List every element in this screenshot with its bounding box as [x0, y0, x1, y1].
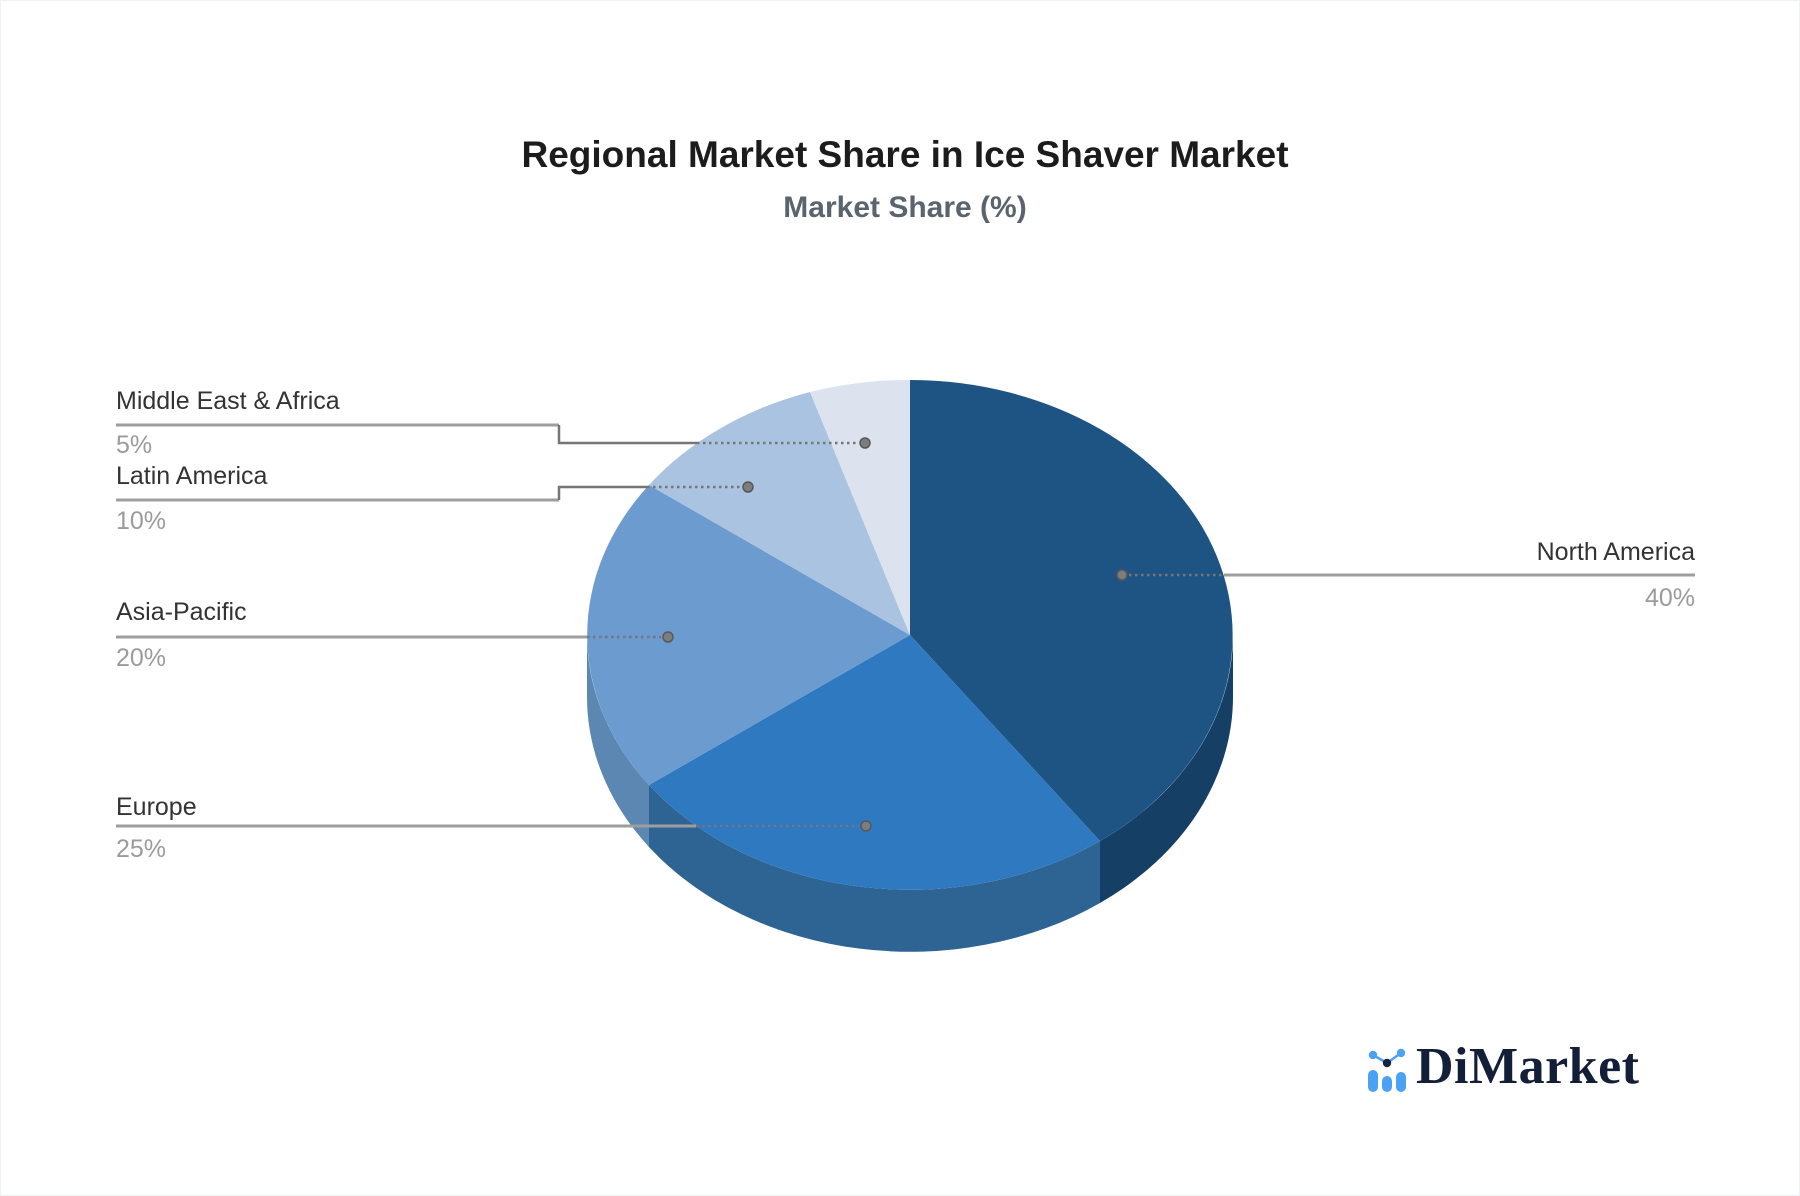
anchor-dot-latin-america — [742, 481, 754, 493]
slice-pct-asia-pacific: 20% — [116, 644, 167, 672]
brand-logo-icon — [1368, 1048, 1406, 1092]
slice-label-europe: Europe — [116, 793, 197, 821]
logo-bar-middle — [1382, 1076, 1392, 1092]
slice-label-asia-pacific: Asia-Pacific — [116, 598, 247, 626]
leader-lines — [557, 425, 1224, 828]
pie-slice-asia-pacific[interactable] — [587, 485, 910, 785]
slice-pct-middle-east-africa: 5% — [116, 431, 153, 459]
anchor-dot-north-america — [1116, 569, 1128, 581]
logo-dot-left — [1368, 1050, 1378, 1060]
leader-latin-america — [557, 485, 647, 500]
pie-slice-latin-america[interactable] — [649, 392, 910, 635]
logo-dot-right — [1396, 1048, 1406, 1058]
label-underlines — [116, 423, 1695, 828]
pie-side-north-america — [1100, 635, 1233, 903]
slice-label-middle-east-africa: Middle East & Africa — [116, 387, 340, 415]
slice-label-north-america: North America — [1536, 538, 1695, 566]
anchor-dot-europe — [860, 820, 872, 832]
anchor-dots — [662, 437, 1128, 832]
slice-label-latin-america: Latin America — [116, 462, 268, 490]
chart-subtitle: Market Share (%) — [783, 191, 1027, 224]
logo-bar-left — [1368, 1070, 1378, 1092]
pie-side-europe — [649, 785, 1100, 952]
slice-pct-north-america: 40% — [1644, 584, 1695, 612]
logo-bar-right — [1396, 1072, 1406, 1092]
slice-pct-latin-america: 10% — [116, 507, 167, 535]
slice-pct-europe: 25% — [116, 835, 167, 863]
pie-top-surface — [587, 379, 1233, 890]
pie-depth-sides — [587, 635, 1233, 952]
pie-side-asia-pacific — [587, 635, 649, 847]
chart-title: Regional Market Share in Ice Shaver Mark… — [521, 134, 1289, 175]
anchor-dot-asia-pacific — [662, 631, 674, 643]
logo-dot-middle — [1382, 1058, 1392, 1068]
brand-name: DiMarket — [1416, 1038, 1640, 1095]
leader-middle-east-africa — [557, 425, 697, 445]
brand-logo: DiMarket — [1366, 1038, 1696, 1112]
anchor-dot-middle-east-africa — [859, 437, 871, 449]
pie-slice-europe[interactable] — [649, 635, 1100, 890]
pie-slice-north-america[interactable] — [910, 380, 1233, 841]
